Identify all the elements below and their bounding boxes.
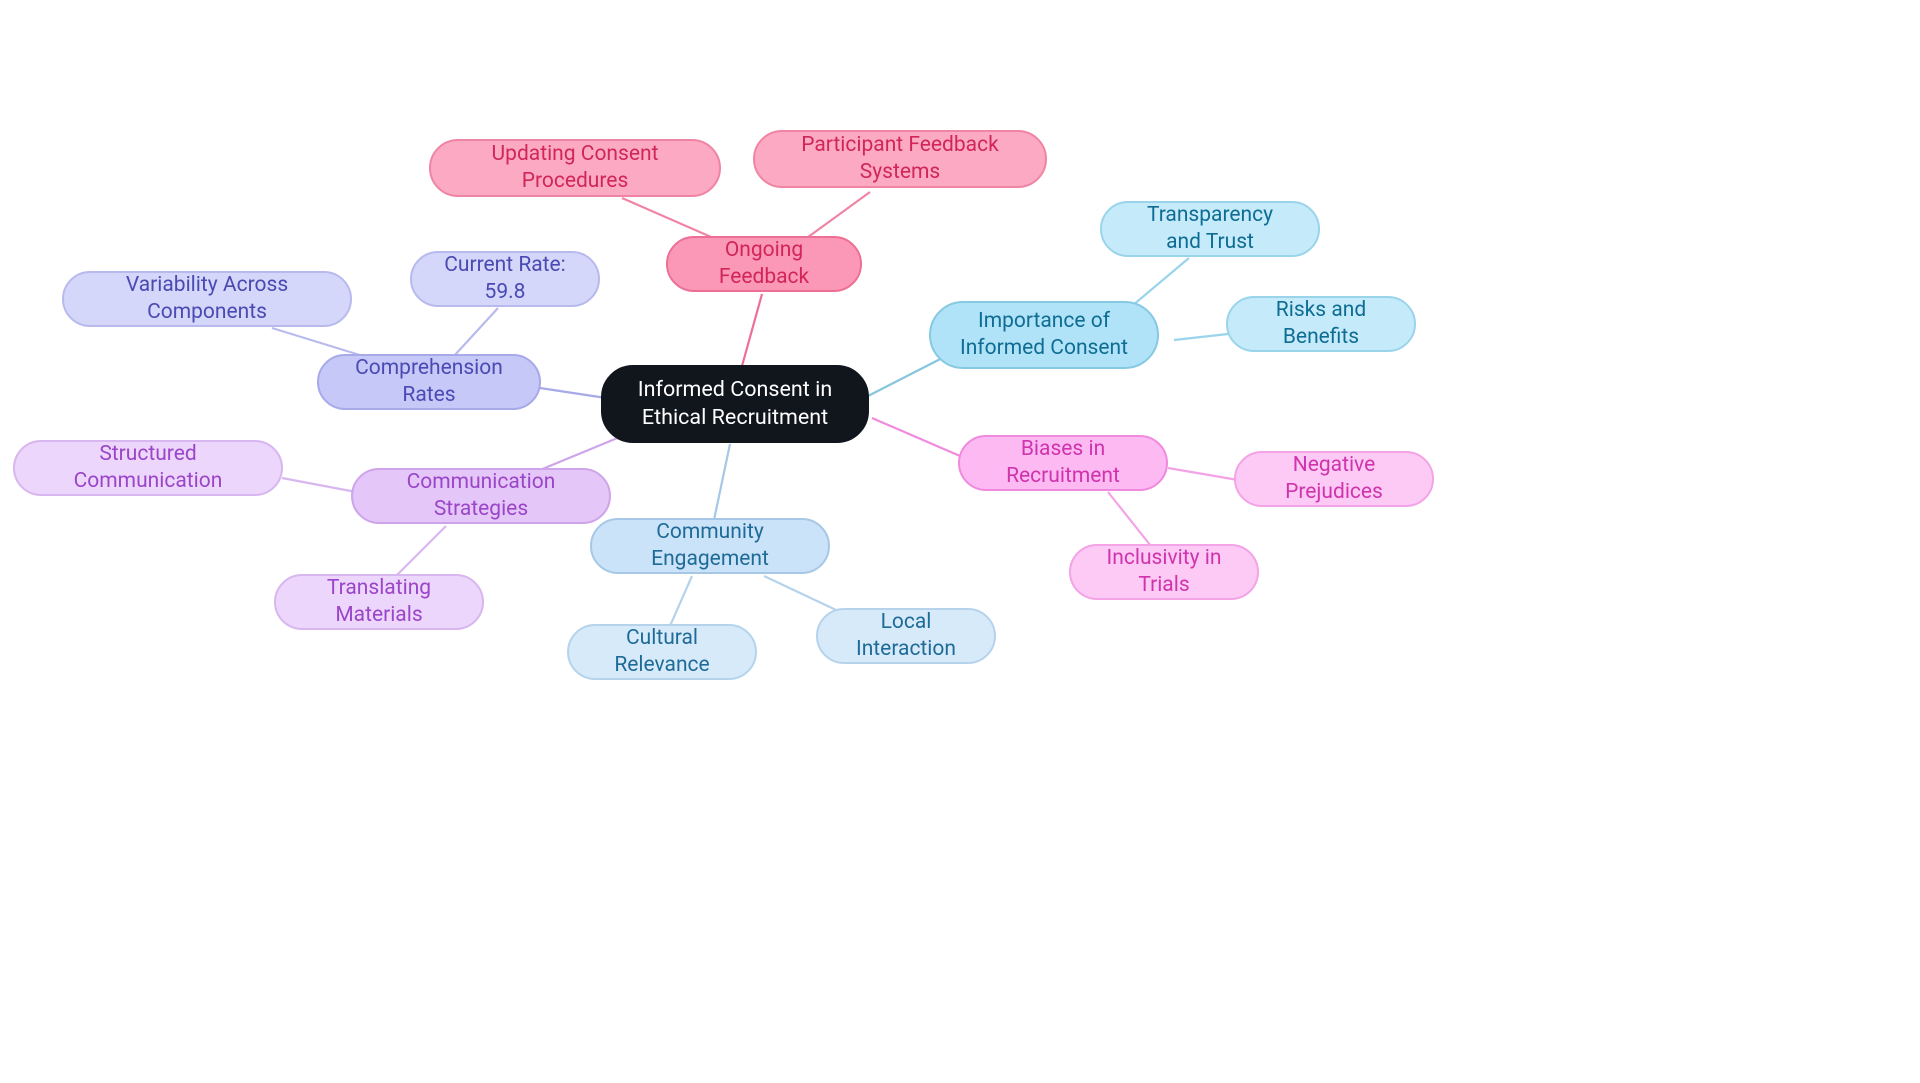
node-feedback: Ongoing Feedback [666, 236, 862, 292]
node-label: Importance of Informed Consent [957, 308, 1131, 363]
node-label: Inclusivity in Trials [1097, 545, 1231, 600]
node-cultural: Cultural Relevance [567, 624, 757, 680]
edge [540, 388, 606, 398]
edge [742, 294, 762, 366]
node-label: Ongoing Feedback [694, 237, 834, 292]
edge [396, 526, 446, 576]
node-root: Informed Consent in Ethical Recruitment [601, 365, 869, 443]
node-structured: Structured Communication [13, 440, 283, 496]
node-label: Structured Communication [41, 441, 255, 496]
node-transparency: Transparency and Trust [1100, 201, 1320, 257]
node-negative: Negative Prejudices [1234, 451, 1434, 507]
node-label: Variability Across Components [90, 272, 324, 327]
node-community: Community Engagement [590, 518, 830, 574]
node-communication: Communication Strategies [351, 468, 611, 524]
node-biases: Biases in Recruitment [958, 435, 1168, 491]
node-rate: Current Rate: 59.8 [410, 251, 600, 307]
node-label: Comprehension Rates [345, 355, 513, 410]
node-participant: Participant Feedback Systems [753, 130, 1047, 188]
edge [454, 308, 498, 356]
node-importance: Importance of Informed Consent [929, 301, 1159, 369]
node-translating: Translating Materials [274, 574, 484, 630]
edge [622, 198, 718, 240]
edge [1108, 492, 1151, 546]
node-label: Community Engagement [618, 519, 802, 574]
node-label: Participant Feedback Systems [781, 132, 1019, 187]
edge [282, 478, 356, 492]
node-label: Updating Consent Procedures [457, 141, 693, 196]
node-local: Local Interaction [816, 608, 996, 664]
node-label: Cultural Relevance [595, 625, 729, 680]
edge [670, 576, 692, 626]
edge [872, 418, 960, 456]
node-comprehension: Comprehension Rates [317, 354, 541, 410]
edge [1168, 468, 1238, 480]
node-variability: Variability Across Components [62, 271, 352, 327]
node-label: Informed Consent in Ethical Recruitment [629, 376, 841, 432]
node-label: Local Interaction [844, 609, 968, 664]
node-label: Translating Materials [302, 575, 456, 630]
node-label: Communication Strategies [379, 469, 583, 524]
node-label: Risks and Benefits [1254, 297, 1388, 352]
node-risks: Risks and Benefits [1226, 296, 1416, 352]
node-label: Transparency and Trust [1128, 202, 1292, 257]
node-updating: Updating Consent Procedures [429, 139, 721, 197]
node-label: Negative Prejudices [1262, 452, 1406, 507]
edge [714, 444, 730, 520]
node-label: Current Rate: 59.8 [438, 252, 572, 307]
edge [804, 192, 870, 240]
node-label: Biases in Recruitment [986, 436, 1140, 491]
node-inclusivity: Inclusivity in Trials [1069, 544, 1259, 600]
